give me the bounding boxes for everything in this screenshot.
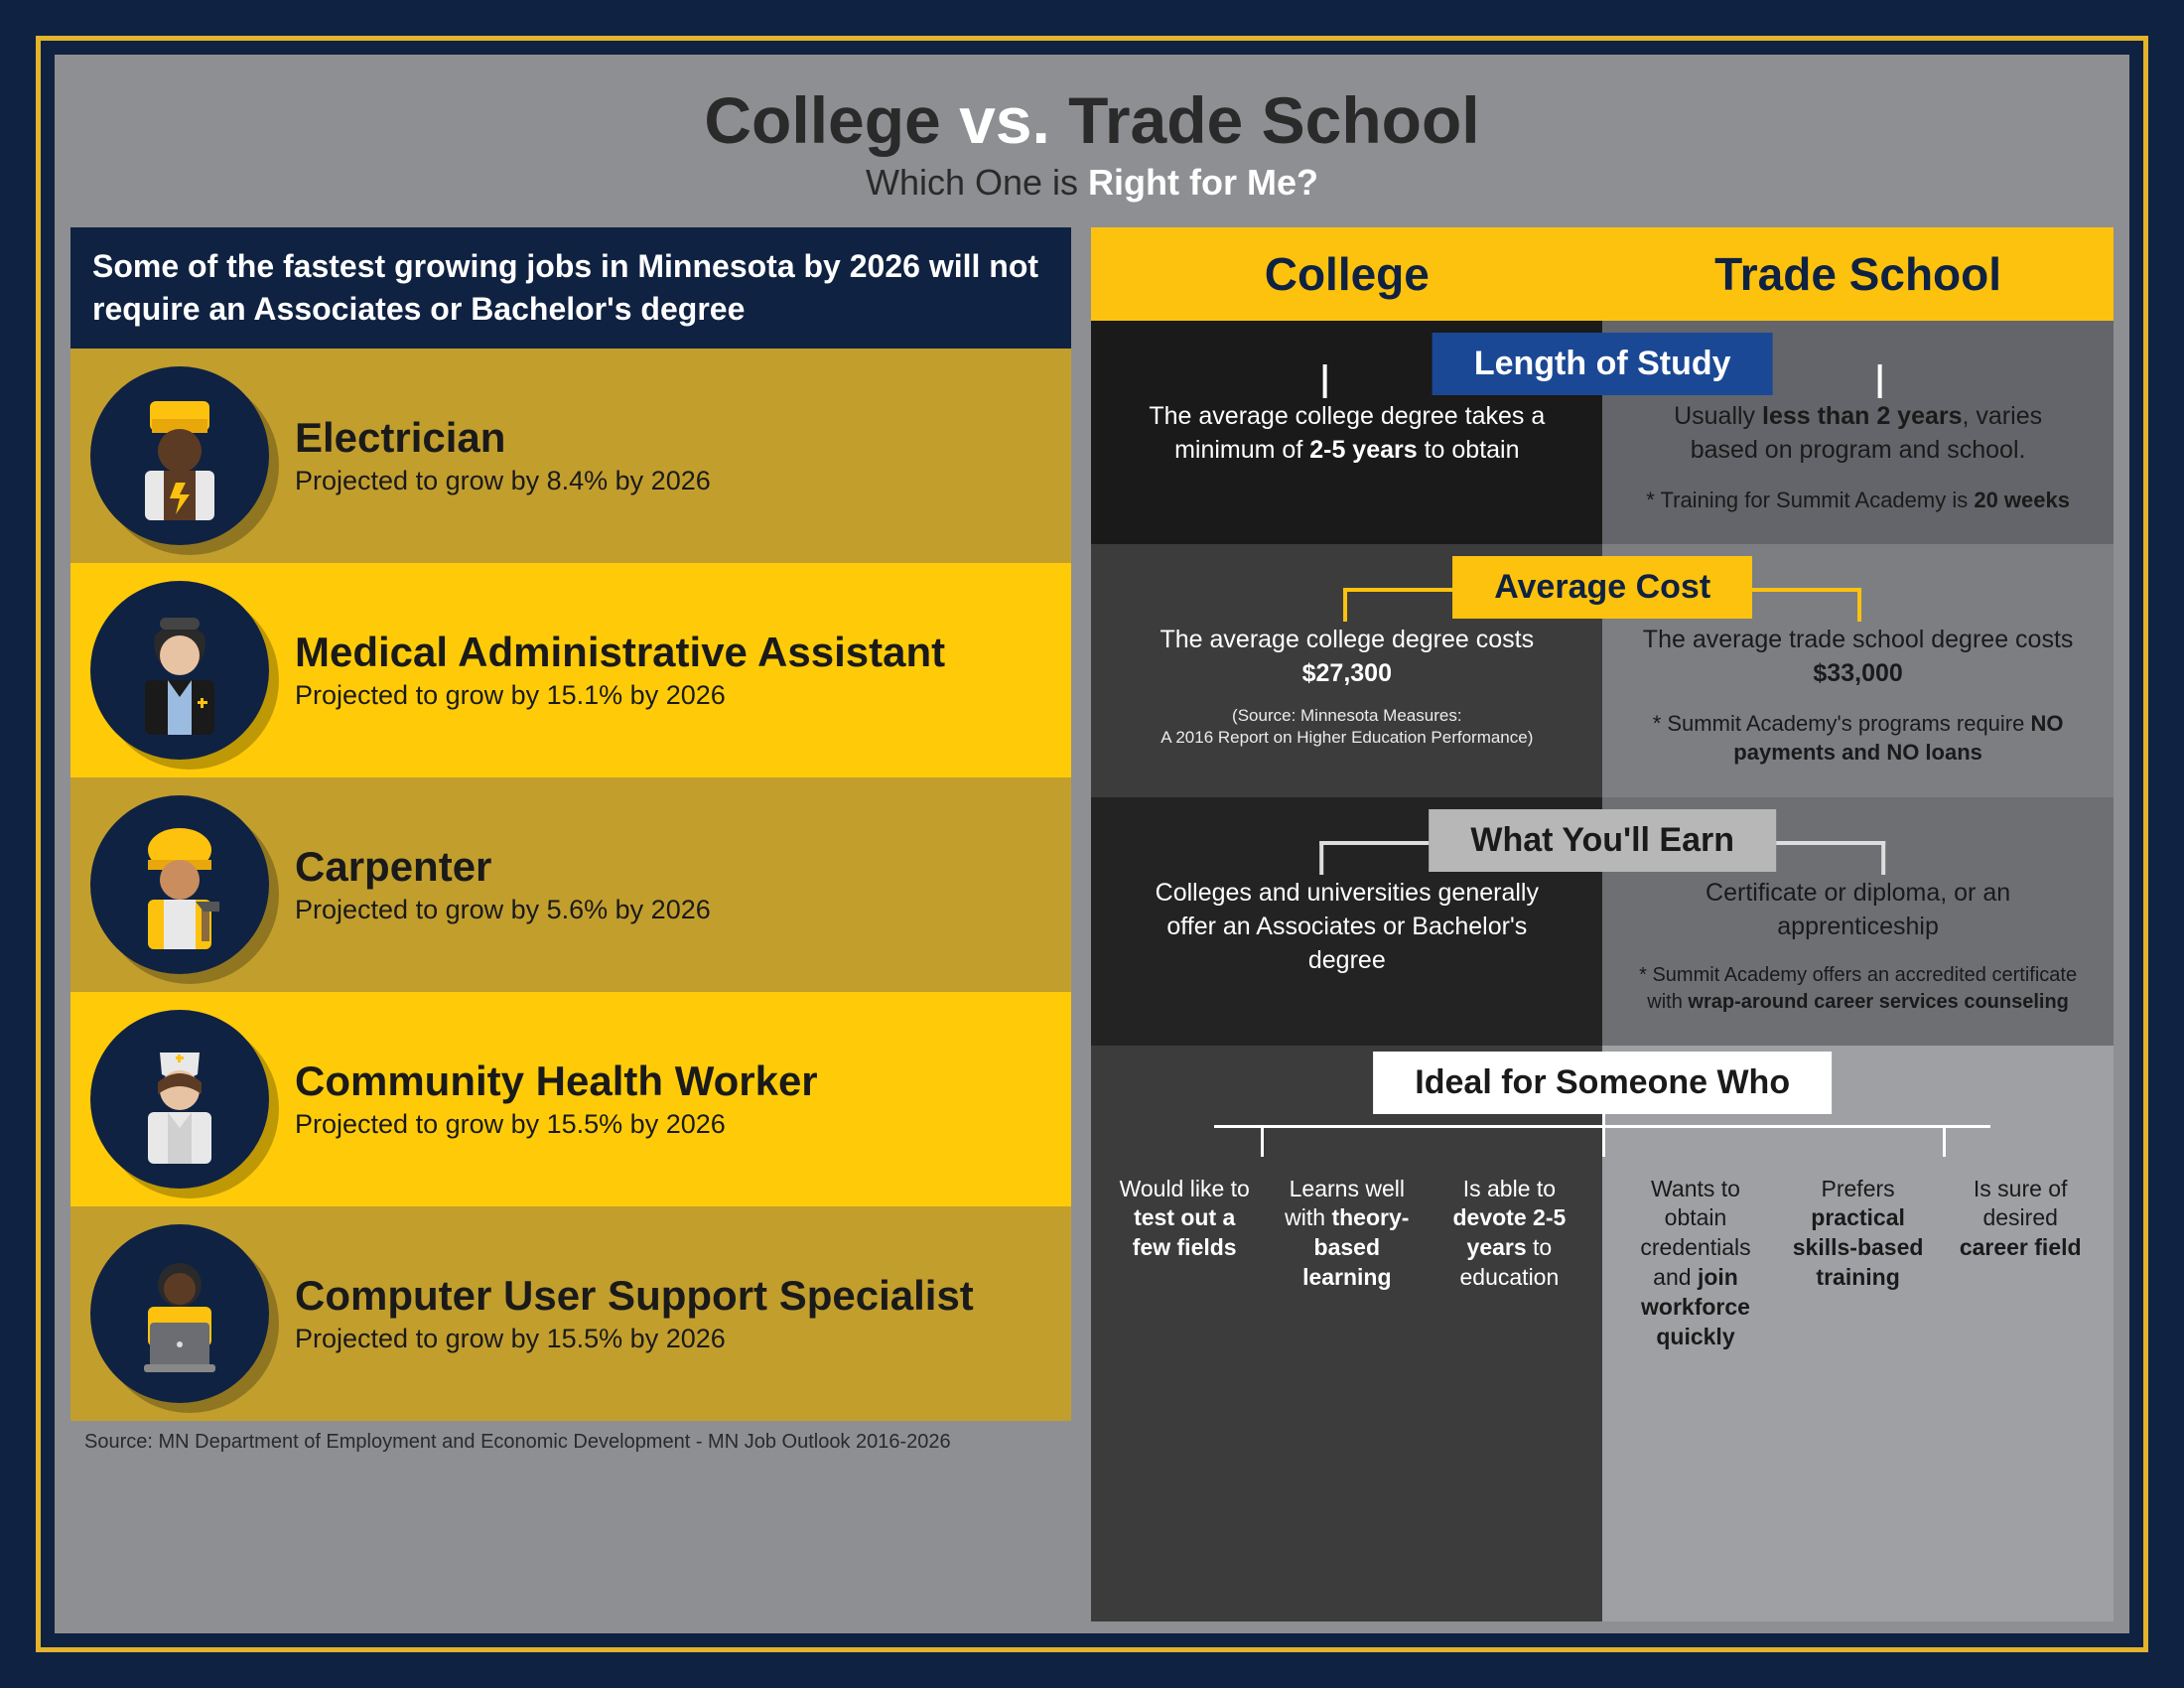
support-specialist-icon <box>90 1224 269 1403</box>
earn-trade-note: * Summit Academy offers an accredited ce… <box>1638 962 2078 1016</box>
job-row-electrician: Electrician Projected to grow by 8.4% by… <box>70 349 1071 563</box>
college-header: College <box>1091 247 1602 301</box>
ideal-trade-3: Is sure of desired career field <box>1945 1175 2096 1598</box>
right-column: College Trade School Length of Study The… <box>1091 227 2114 1621</box>
row-earn: What You'll Earn Colleges and universiti… <box>1091 797 2114 1046</box>
title-vs: vs. <box>959 83 1050 157</box>
subtitle-b: Right for Me? <box>1088 162 1318 203</box>
job-sub: Projected to grow by 8.4% by 2026 <box>295 466 1051 496</box>
row-cost: Average Cost The average college degree … <box>1091 544 2114 797</box>
length-trade-note: * Training for Summit Academy is 20 week… <box>1638 486 2078 515</box>
row-ideal: Ideal for Someone Who Would like to test… <box>1091 1046 2114 1621</box>
medical-assistant-icon <box>90 581 269 760</box>
subtitle-a: Which One is <box>866 162 1088 203</box>
cost-trade-text: The average trade school degree costs $3… <box>1638 624 2078 691</box>
ideal-label: Ideal for Someone Who <box>1373 1052 1832 1114</box>
trade-header: Trade School <box>1602 247 2114 301</box>
earn-college-text: Colleges and universities generally offe… <box>1127 877 1567 977</box>
electrician-icon <box>90 366 269 545</box>
main-title: College vs. Trade School <box>55 82 2129 158</box>
job-sub: Projected to grow by 15.1% by 2026 <box>295 680 1051 711</box>
job-title: Electrician <box>295 416 1051 460</box>
left-source-note: Source: MN Department of Employment and … <box>70 1421 1071 1454</box>
title-part-b: Trade School <box>1050 83 1480 157</box>
title-part-a: College <box>704 83 959 157</box>
inner-panel: College vs. Trade School Which One is Ri… <box>55 55 2129 1633</box>
ideal-college-1: Would like to test out a few fields <box>1109 1175 1260 1598</box>
job-sub: Projected to grow by 15.5% by 2026 <box>295 1109 1051 1140</box>
ideal-college-2: Learns well with theory-based learning <box>1272 1175 1423 1598</box>
carpenter-icon <box>90 795 269 974</box>
length-college-text: The average college degree takes a minim… <box>1127 400 1567 468</box>
job-title: Computer User Support Specialist <box>295 1274 1051 1318</box>
title-area: College vs. Trade School Which One is Ri… <box>55 55 2129 227</box>
ideal-college: Would like to test out a few fields Lear… <box>1091 1046 1602 1621</box>
left-header: Some of the fastest growing jobs in Minn… <box>70 227 1071 349</box>
job-row-carpenter: Carpenter Projected to grow by 5.6% by 2… <box>70 777 1071 992</box>
columns: Some of the fastest growing jobs in Minn… <box>55 227 2129 1633</box>
earn-label: What You'll Earn <box>1429 809 1776 872</box>
job-title: Community Health Worker <box>295 1059 1051 1103</box>
length-trade-text: Usually less than 2 years, varies based … <box>1638 400 2078 468</box>
ideal-trade: Wants to obtain credentials and join wor… <box>1602 1046 2114 1621</box>
earn-trade-text: Certificate or diploma, or an apprentice… <box>1638 877 2078 944</box>
job-sub: Projected to grow by 15.5% by 2026 <box>295 1324 1051 1354</box>
job-row-medical-assistant: Medical Administrative Assistant Project… <box>70 563 1071 777</box>
outer-frame: College vs. Trade School Which One is Ri… <box>36 36 2148 1652</box>
left-column: Some of the fastest growing jobs in Minn… <box>70 227 1071 1621</box>
cost-college-fine: (Source: Minnesota Measures:A 2016 Repor… <box>1127 705 1567 749</box>
length-label: Length of Study <box>1433 333 1773 395</box>
sub-title: Which One is Right for Me? <box>55 162 2129 204</box>
job-row-support-specialist: Computer User Support Specialist Project… <box>70 1206 1071 1421</box>
ideal-college-3: Is able to devote 2-5 years to education <box>1434 1175 1585 1598</box>
ideal-trade-2: Prefers practical skills-based training <box>1783 1175 1934 1598</box>
ideal-trade-1: Wants to obtain credentials and join wor… <box>1620 1175 1771 1598</box>
health-worker-icon <box>90 1010 269 1189</box>
job-row-health-worker: Community Health Worker Projected to gro… <box>70 992 1071 1206</box>
right-header: College Trade School <box>1091 227 2114 321</box>
cost-label: Average Cost <box>1452 556 1752 619</box>
cost-trade-note: * Summit Academy's programs require NO p… <box>1638 709 2078 768</box>
job-sub: Projected to grow by 5.6% by 2026 <box>295 895 1051 925</box>
job-title: Medical Administrative Assistant <box>295 631 1051 674</box>
job-title: Carpenter <box>295 845 1051 889</box>
row-length: Length of Study The average college degr… <box>1091 321 2114 544</box>
cost-college-text: The average college degree costs $27,300 <box>1127 624 1567 691</box>
